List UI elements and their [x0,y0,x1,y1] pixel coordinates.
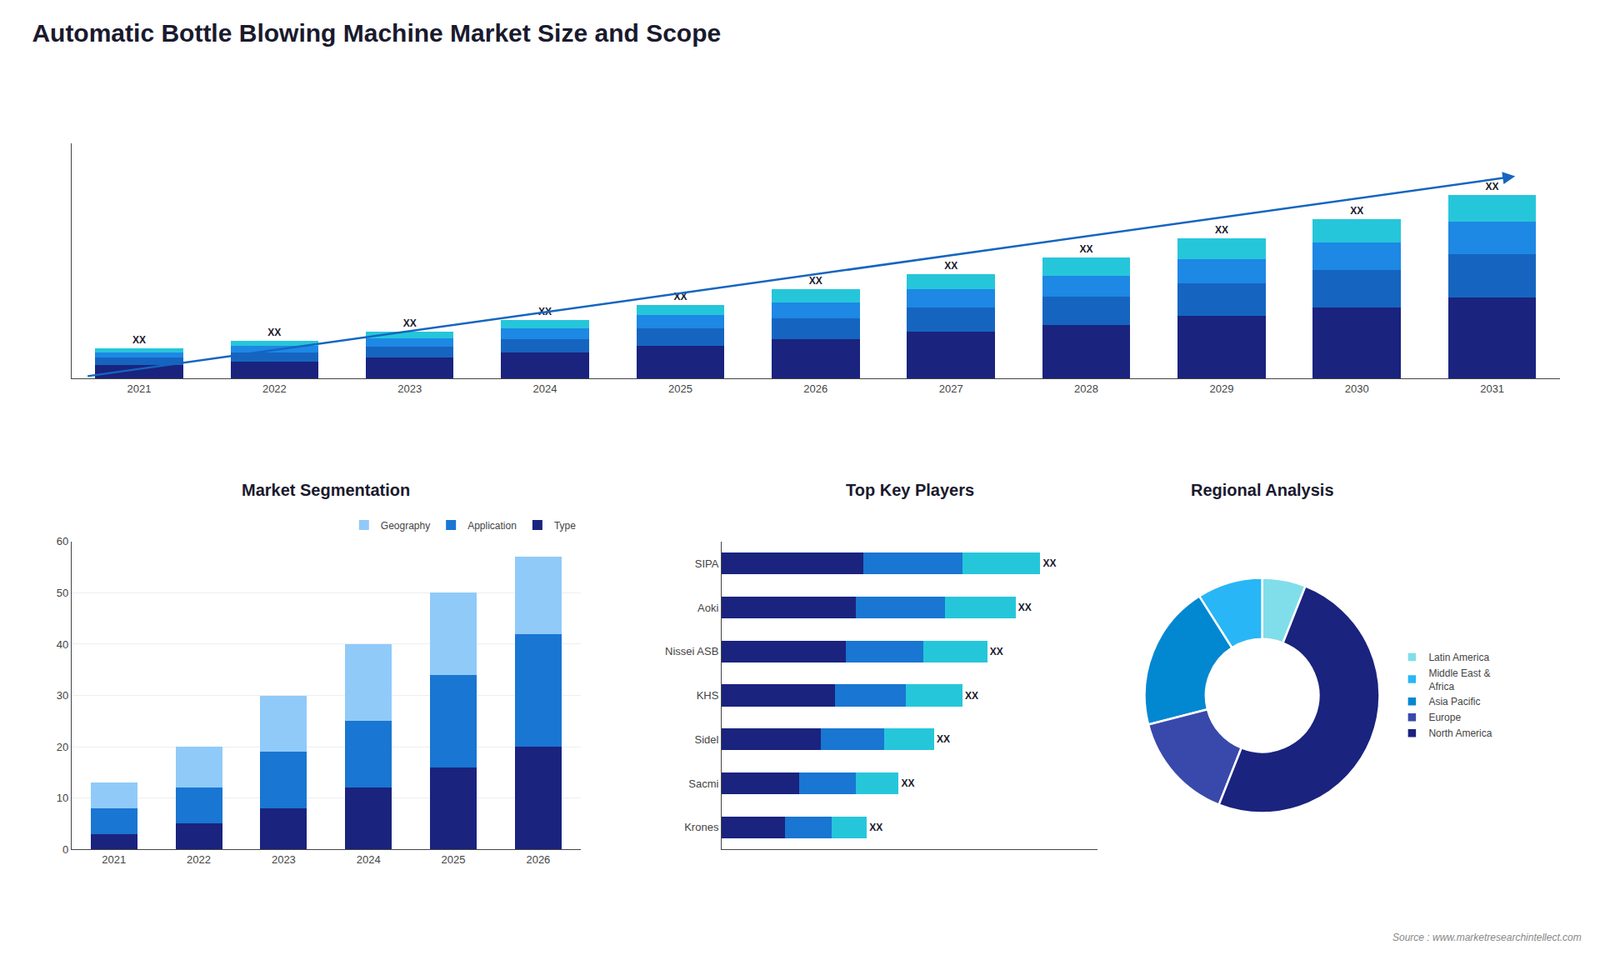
svg-text:Middle East &Africa: Middle East &Africa [1428,667,1490,693]
svg-text:Latin America: Latin America [1428,651,1490,664]
svg-text:XX: XX [990,645,1004,658]
svg-text:2031: 2031 [1480,382,1505,395]
svg-text:2021: 2021 [101,853,126,866]
svg-text:Automatic Bottle Blowing Machi: Automatic Bottle Blowing Machine Market … [31,19,721,47]
svg-text:2022: 2022 [262,382,287,395]
svg-text:Market Segmentation: Market Segmentation [241,480,410,500]
svg-text:2021: 2021 [127,382,152,395]
svg-text:2027: 2027 [939,382,964,395]
svg-text:XX: XX [944,260,958,272]
svg-text:10: 10 [56,791,69,805]
svg-text:2030: 2030 [1345,382,1370,395]
svg-text:Sacmi: Sacmi [688,777,719,790]
svg-text:XX: XX [132,334,146,346]
svg-text:XX: XX [1042,557,1056,570]
svg-text:2022: 2022 [186,853,211,866]
svg-text:60: 60 [56,535,69,548]
svg-text:Top Key Players: Top Key Players [845,480,975,500]
svg-text:20: 20 [56,740,69,754]
svg-text:North America: North America [1428,727,1492,740]
svg-text:Asia Pacific: Asia Pacific [1428,695,1480,708]
svg-text:40: 40 [56,638,69,651]
svg-text:XX: XX [965,690,979,702]
svg-text:2029: 2029 [1209,382,1234,395]
svg-text:2026: 2026 [525,853,550,866]
svg-text:XX: XX [1350,205,1364,217]
svg-text:2024: 2024 [533,382,558,395]
svg-text:2025: 2025 [441,853,466,866]
svg-text:XX: XX [1080,243,1094,255]
svg-text:XX: XX [900,777,915,790]
svg-text:Application: Application [467,520,517,532]
svg-text:XX: XX [809,275,823,287]
svg-text:2024: 2024 [356,853,381,866]
svg-text:Geography: Geography [380,520,430,532]
svg-text:Nissei ASB: Nissei ASB [665,645,719,658]
svg-text:Regional Analysis: Regional Analysis [1190,480,1335,500]
svg-text:2023: 2023 [397,382,422,395]
svg-text:KHS: KHS [696,689,720,702]
svg-text:XX: XX [869,821,883,834]
svg-text:Aoki: Aoki [697,601,719,615]
svg-text:XX: XX [538,305,552,318]
svg-text:30: 30 [56,689,69,702]
svg-text:Source : www.marketresearchint: Source : www.marketresearchintellect.com [1392,931,1582,944]
svg-text:2026: 2026 [803,382,828,395]
svg-text:Europe: Europe [1428,711,1461,724]
svg-text:Sidel: Sidel [694,733,719,746]
svg-text:Type: Type [554,520,576,532]
svg-text:XX: XX [1018,601,1032,614]
svg-text:XX: XX [1485,180,1500,193]
svg-text:XX: XX [673,290,687,303]
svg-text:2028: 2028 [1074,382,1099,395]
svg-text:XX: XX [403,317,417,330]
svg-text:2025: 2025 [668,382,693,395]
svg-text:0: 0 [62,843,69,856]
svg-text:50: 50 [56,586,69,600]
svg-text:XX: XX [936,733,950,745]
svg-text:Krones: Krones [684,820,720,834]
svg-text:XX: XX [1215,224,1229,236]
svg-text:SIPA: SIPA [695,557,720,570]
svg-text:XX: XX [267,326,281,339]
svg-text:2023: 2023 [271,853,296,866]
